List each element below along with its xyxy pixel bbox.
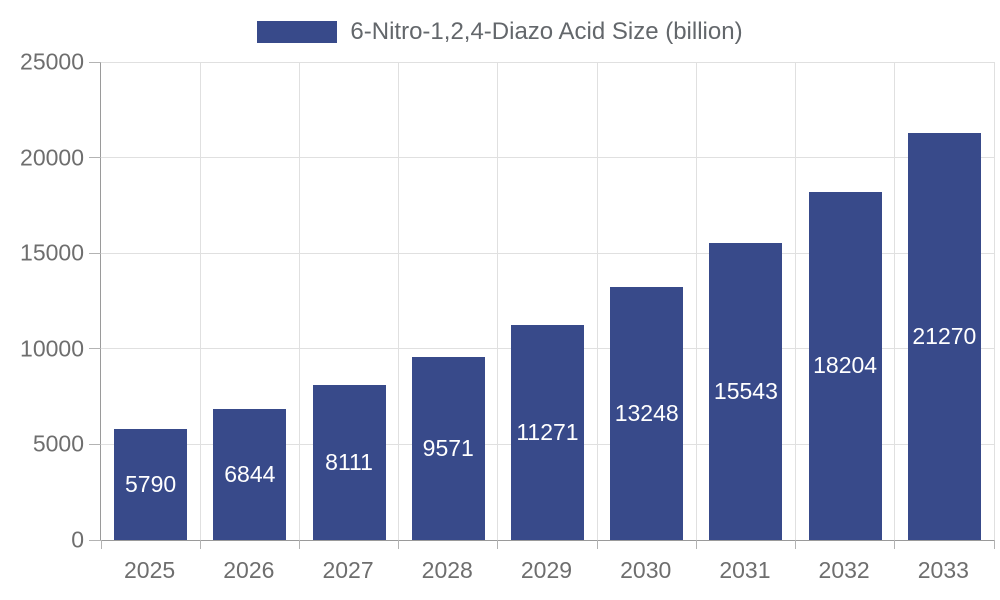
bar-value-label: 6844 [224,461,276,488]
bar: 6844 [213,409,287,540]
vertical-gridline [894,62,896,540]
x-axis-tick [398,540,400,549]
bar-value-label: 9571 [422,435,474,461]
x-axis-tick-label: 2032 [818,556,870,583]
x-axis-tick [695,540,697,549]
horizontal-gridline [101,61,994,63]
y-axis-tick [89,252,101,254]
y-axis-tick-label: 10000 [20,335,84,362]
x-axis-tick [993,540,995,549]
x-axis-tick-label: 2026 [223,556,275,583]
x-axis-tick [199,540,201,549]
bar: 18204 [808,191,882,540]
vertical-gridline [298,62,300,540]
bar-value-label: 18204 [813,352,878,379]
x-axis-tick [100,540,102,549]
y-axis-labels: 0 5000 10000 15000 20000 25000 [0,50,84,551]
x-axis-tick [596,540,598,549]
bar-value-label: 8111 [325,448,373,475]
vertical-gridline [795,62,797,540]
bar-slot: 11271 [498,62,597,540]
horizontal-gridline [101,157,994,159]
y-axis-tick [89,443,101,445]
x-axis-tick [298,540,300,549]
x-axis-tick [795,540,797,549]
y-axis-tick-label: 20000 [20,144,84,171]
y-axis-tick [89,157,101,159]
bar-slot: 5790 [101,62,200,540]
x-axis-tick-label: 2031 [719,556,771,583]
x-axis-tick-label: 2025 [124,556,176,583]
bar-value-label: 13248 [614,399,679,426]
y-axis-tick [89,539,101,541]
bar-value-label: 21270 [912,323,977,350]
vertical-gridline [695,62,697,540]
legend-swatch [257,21,338,43]
x-axis-tick [894,540,896,549]
legend-label: 6-Nitro-1,2,4-Diazo Acid Size (billion) [350,18,743,45]
bar: 15543 [709,242,783,540]
vertical-gridline [596,62,598,540]
x-axis-tick-label: 2033 [917,556,969,583]
bar: 13248 [610,286,684,540]
bar: 9571 [411,357,485,540]
y-axis-tick [89,348,101,350]
bar: 5790 [114,429,188,540]
bar: 8111 [312,384,386,540]
legend: 6-Nitro-1,2,4-Diazo Acid Size (billion) [0,19,1000,45]
bars-container: 5790 6844 8111 9571 11271 13248 15543 18204 2127… [101,62,994,540]
bar-slot: 6844 [200,62,299,540]
x-axis-tick-label: 2030 [620,556,672,583]
x-axis-labels: 2025 2026 2027 2028 2029 2030 2031 2032 2033 [100,553,993,587]
bar-slot: 15543 [696,62,795,540]
bar-slot: 21270 [895,62,994,540]
bar-slot: 9571 [399,62,498,540]
bar-slot: 18204 [796,62,895,540]
vertical-gridline [398,62,400,540]
bar: 11271 [511,324,584,540]
x-axis-tick-label: 2029 [520,556,573,583]
x-axis-tick [497,540,499,549]
y-axis-tick-label: 0 [71,526,84,553]
vertical-gridline [199,62,201,540]
y-axis-tick-label: 5000 [32,430,84,457]
horizontal-gridline [101,252,994,254]
bar-value-label: 5790 [125,471,177,498]
x-axis-tick-label: 2028 [421,556,473,583]
bar-value-label: 11271 [516,418,579,445]
vertical-gridline [993,62,995,540]
bar-slot: 13248 [597,62,696,540]
y-axis-tick [89,61,101,63]
y-axis-tick-label: 15000 [20,239,84,266]
bar-value-label: 15543 [713,377,778,404]
bar-slot: 8111 [299,62,398,540]
plot-area: 5790 6844 8111 9571 11271 13248 15543 18204 2127… [89,61,995,549]
y-axis-tick-label: 25000 [20,48,84,75]
x-axis-tick-label: 2027 [322,556,374,583]
bar: 21270 [907,133,981,540]
vertical-gridline [497,62,499,540]
